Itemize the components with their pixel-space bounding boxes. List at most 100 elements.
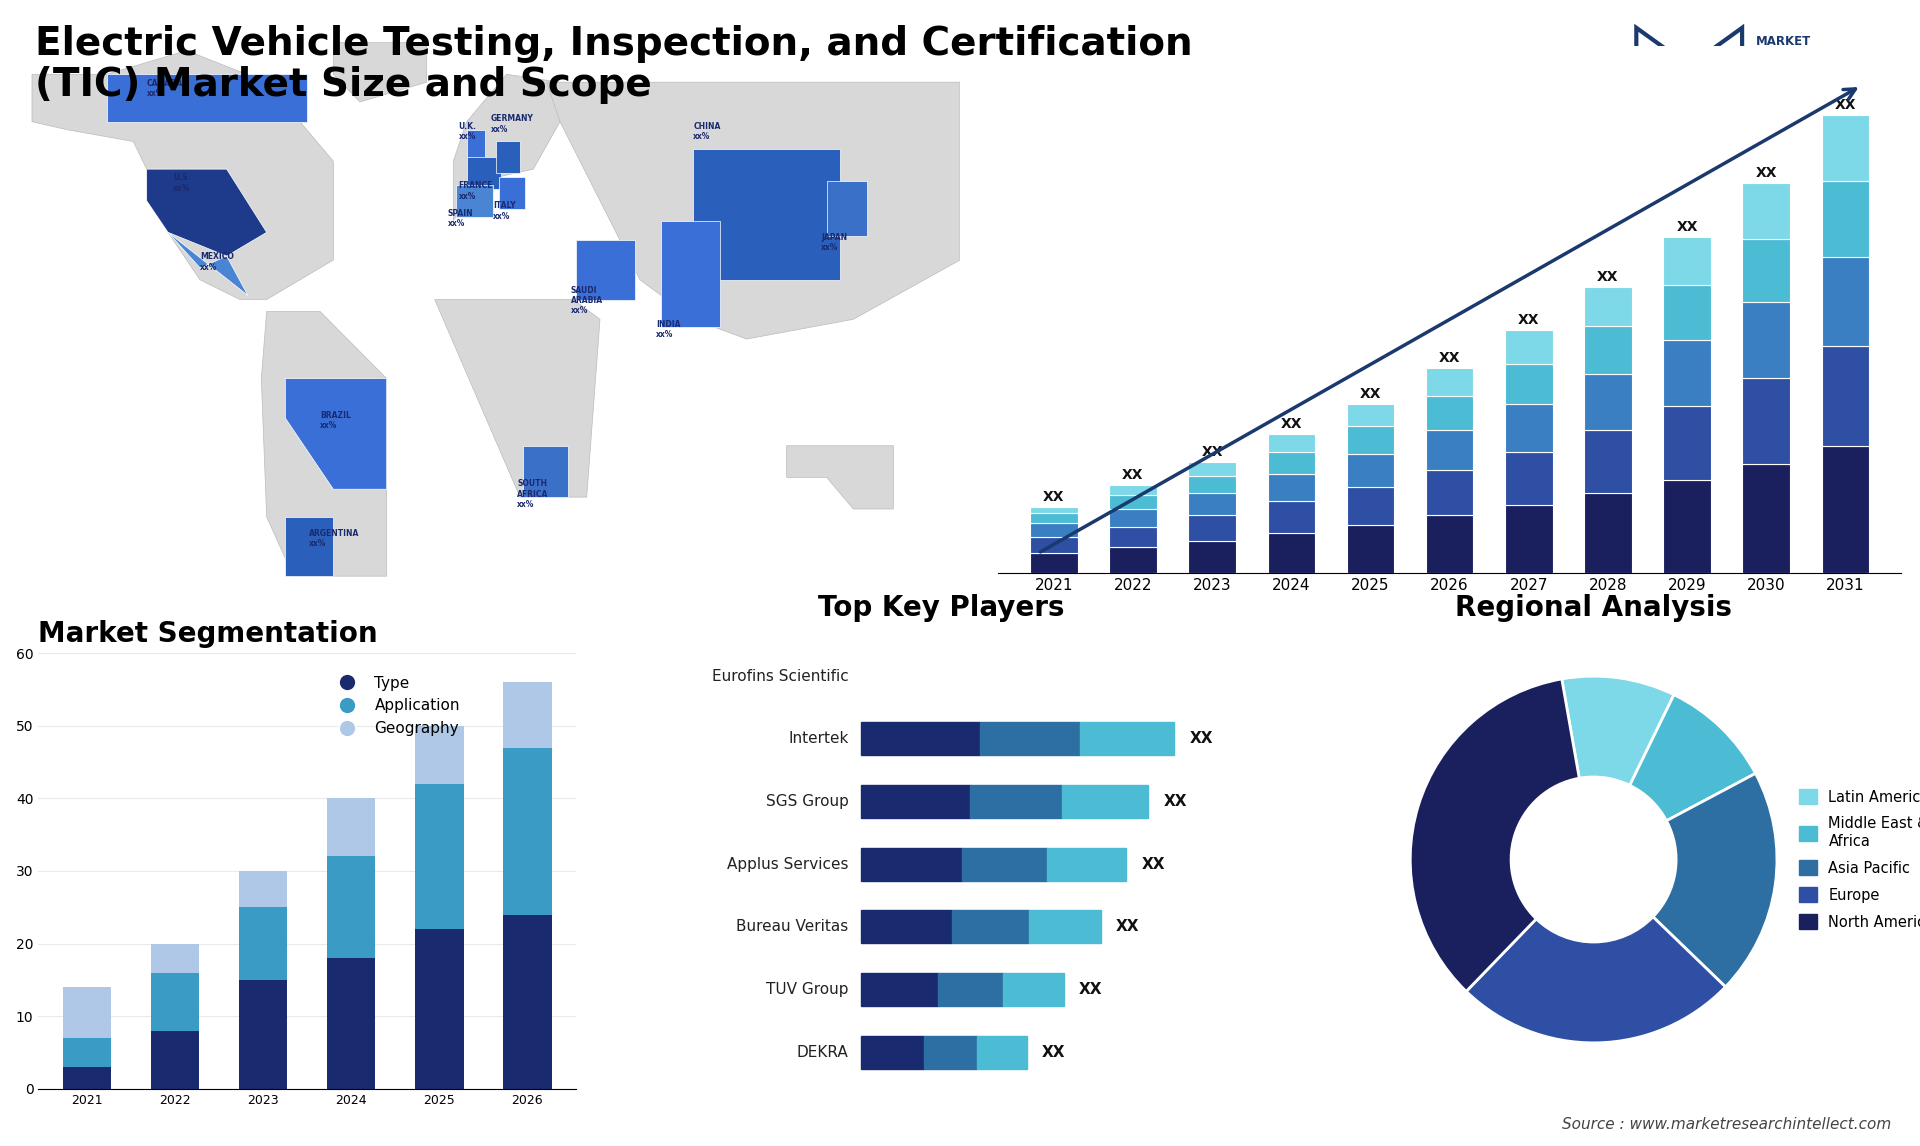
- Polygon shape: [261, 312, 386, 576]
- Text: Bureau Veritas: Bureau Veritas: [737, 919, 849, 934]
- Title: Top Key Players: Top Key Players: [818, 595, 1064, 622]
- Bar: [326, 856, 376, 958]
- Polygon shape: [334, 42, 426, 102]
- Bar: [1427, 368, 1473, 397]
- Text: (TIC) Market Size and Scope: (TIC) Market Size and Scope: [35, 66, 651, 104]
- Polygon shape: [457, 185, 493, 217]
- Wedge shape: [1411, 678, 1580, 991]
- Bar: [415, 784, 463, 929]
- Bar: [1427, 430, 1473, 470]
- Polygon shape: [467, 129, 486, 162]
- Wedge shape: [1561, 676, 1674, 785]
- Text: ARGENTINA
xx%: ARGENTINA xx%: [309, 529, 359, 549]
- Bar: [1110, 509, 1156, 527]
- Bar: [1505, 330, 1553, 364]
- Bar: [1427, 516, 1473, 573]
- Bar: [1822, 257, 1870, 346]
- Bar: [1822, 446, 1870, 573]
- Bar: [238, 908, 288, 980]
- Text: XX: XX: [1836, 99, 1857, 112]
- Bar: [977, 1036, 1027, 1068]
- Bar: [415, 725, 463, 784]
- Bar: [1110, 495, 1156, 509]
- Bar: [1110, 547, 1156, 573]
- Text: XX: XX: [1164, 794, 1187, 809]
- Bar: [1663, 406, 1711, 479]
- Text: Source : www.marketresearchintellect.com: Source : www.marketresearchintellect.com: [1563, 1117, 1891, 1132]
- Bar: [1663, 479, 1711, 573]
- Bar: [1267, 452, 1315, 473]
- Text: MEXICO
xx%: MEXICO xx%: [200, 252, 234, 272]
- Bar: [1046, 848, 1127, 880]
- Text: FRANCE
xx%: FRANCE xx%: [459, 181, 493, 201]
- Bar: [952, 910, 1029, 943]
- Polygon shape: [660, 220, 720, 328]
- Bar: [1743, 378, 1789, 464]
- Bar: [1584, 327, 1632, 374]
- Bar: [1743, 464, 1789, 573]
- Text: XX: XX: [1519, 313, 1540, 328]
- Text: SPAIN
xx%: SPAIN xx%: [447, 209, 474, 228]
- Bar: [1029, 537, 1077, 554]
- Text: XX: XX: [1043, 1044, 1066, 1060]
- Text: SGS Group: SGS Group: [766, 794, 849, 809]
- Text: XX: XX: [1142, 856, 1165, 872]
- Bar: [1505, 452, 1553, 505]
- Polygon shape: [787, 446, 893, 509]
- Text: Intertek: Intertek: [789, 731, 849, 746]
- Bar: [1110, 486, 1156, 495]
- Bar: [1663, 237, 1711, 284]
- Bar: [939, 973, 1002, 1006]
- Text: Electric Vehicle Testing, Inspection, and Certification: Electric Vehicle Testing, Inspection, an…: [35, 25, 1192, 63]
- Polygon shape: [693, 149, 841, 280]
- Bar: [970, 785, 1062, 818]
- Bar: [1188, 476, 1236, 494]
- Text: XX: XX: [1359, 387, 1380, 401]
- Bar: [1584, 494, 1632, 573]
- Text: SOUTH
AFRICA
xx%: SOUTH AFRICA xx%: [516, 479, 549, 509]
- Bar: [326, 799, 376, 856]
- Text: ITALY
xx%: ITALY xx%: [493, 201, 516, 220]
- Bar: [1267, 502, 1315, 533]
- Bar: [860, 848, 962, 880]
- Bar: [860, 785, 970, 818]
- Title: Regional Analysis: Regional Analysis: [1455, 595, 1732, 622]
- Text: XX: XX: [1116, 919, 1139, 934]
- Legend: Latin America, Middle East &
Africa, Asia Pacific, Europe, North America: Latin America, Middle East & Africa, Asi…: [1793, 784, 1920, 935]
- Bar: [1427, 397, 1473, 430]
- Text: TUV Group: TUV Group: [766, 982, 849, 997]
- Bar: [1663, 284, 1711, 340]
- Polygon shape: [167, 233, 248, 296]
- Text: JAPAN
xx%: JAPAN xx%: [822, 233, 847, 252]
- Text: U.K.
xx%: U.K. xx%: [459, 123, 476, 141]
- Bar: [415, 929, 463, 1089]
- Text: INTELLECT: INTELLECT: [1757, 84, 1826, 96]
- Bar: [1267, 533, 1315, 573]
- Polygon shape: [108, 74, 307, 121]
- Bar: [1188, 462, 1236, 476]
- Bar: [1822, 346, 1870, 446]
- Bar: [1743, 183, 1789, 238]
- Bar: [1188, 494, 1236, 516]
- Polygon shape: [286, 378, 386, 489]
- Bar: [1346, 487, 1394, 525]
- Text: XX: XX: [1202, 445, 1223, 458]
- Polygon shape: [434, 299, 599, 497]
- Bar: [1743, 303, 1789, 378]
- Text: XX: XX: [1676, 220, 1697, 234]
- Bar: [1110, 527, 1156, 547]
- Bar: [1584, 430, 1632, 494]
- Bar: [1029, 513, 1077, 524]
- Bar: [1346, 403, 1394, 426]
- Bar: [1188, 541, 1236, 573]
- Polygon shape: [495, 141, 520, 173]
- Bar: [924, 1036, 977, 1068]
- Text: XX: XX: [1597, 269, 1619, 283]
- Bar: [152, 973, 200, 1030]
- Text: INDIA
xx%: INDIA xx%: [657, 320, 680, 339]
- Text: XX: XX: [1755, 166, 1778, 180]
- Bar: [1002, 973, 1064, 1006]
- Text: RESEARCH: RESEARCH: [1757, 60, 1826, 72]
- Bar: [1346, 454, 1394, 487]
- Bar: [63, 1038, 111, 1067]
